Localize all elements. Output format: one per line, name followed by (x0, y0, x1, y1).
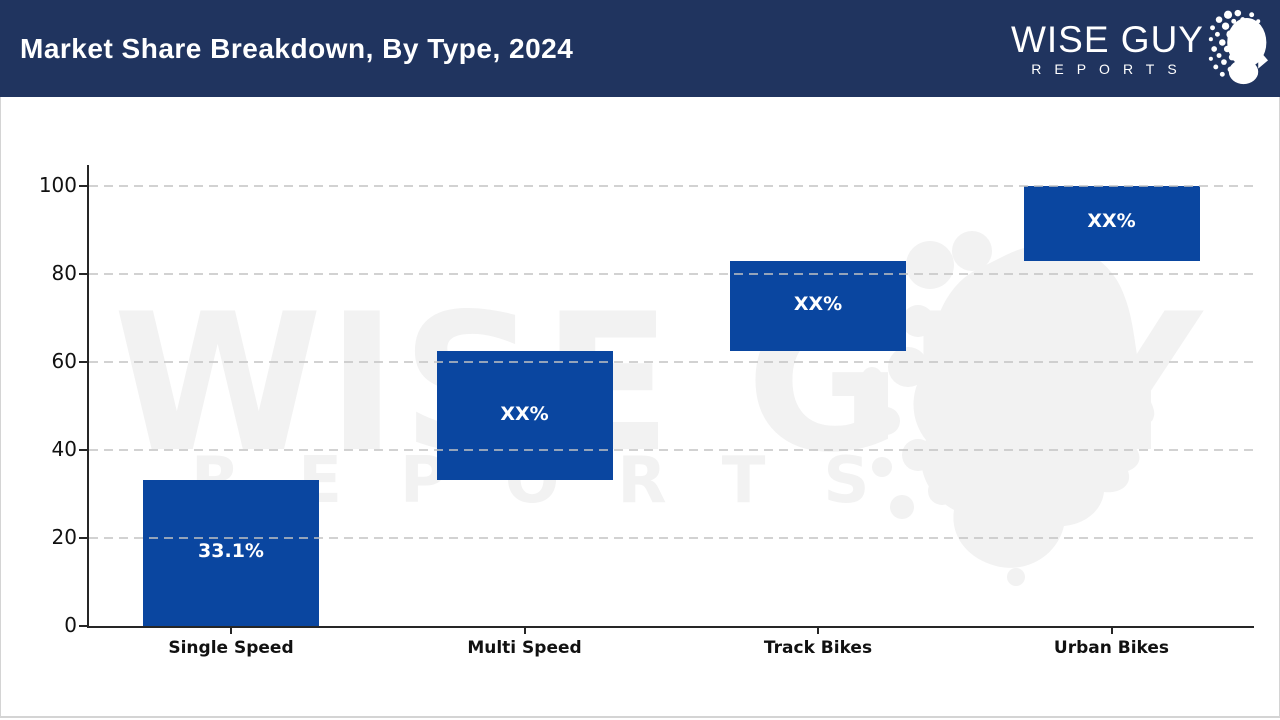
gridline (89, 361, 1254, 363)
y-tick-label: 0 (64, 613, 77, 637)
bar-value-label: XX% (793, 292, 843, 315)
page-title: Market Share Breakdown, By Type, 2024 (20, 32, 574, 64)
y-tick-label: 20 (51, 525, 77, 549)
x-category-label: Single Speed (168, 638, 294, 658)
bar-value-label: XX% (1087, 210, 1136, 233)
x-category-label: Multi Speed (467, 638, 582, 658)
gridline (89, 273, 1254, 275)
waterfall-chart: 0 20 40 60 80 100 33.1% Single Speed XX% Multi Sp… (1, 97, 1279, 716)
y-axis-line (87, 165, 89, 628)
x-axis-tick (1110, 628, 1113, 634)
bar-segment (730, 260, 906, 351)
y-axis-tick (79, 361, 87, 363)
bar-value-label: XX% (500, 402, 549, 425)
bar-segment (1023, 186, 1200, 261)
logo-tagline: REPORTS (1031, 61, 1190, 78)
y-axis-tick (79, 625, 87, 627)
x-category-label: Urban Bikes (1053, 638, 1170, 658)
x-category-label: Track Bikes (763, 638, 873, 658)
gridline (89, 449, 1254, 451)
bar-value-label: 33.1% (198, 540, 264, 563)
y-tick-label: 100 (38, 173, 77, 197)
y-axis-tick (79, 449, 87, 451)
y-tick-label: 40 (51, 437, 77, 461)
chart-area: WISE GUY REPORTS 0 20 40 60 80 100 33.1% Single… (0, 97, 1280, 718)
logo-name: WISE GUY (1010, 19, 1204, 61)
y-tick-label: 60 (51, 349, 77, 373)
wise-guy-reports-logo: WISE GUY REPORTS (1011, 4, 1268, 94)
logo-wordmark: WISE GUY REPORTS (1011, 20, 1204, 77)
y-axis-tick (79, 273, 87, 275)
header-bar: Market Share Breakdown, By Type, 2024 WI… (0, 0, 1280, 97)
y-axis-tick (79, 185, 87, 187)
x-axis-tick (817, 628, 819, 634)
gridline (89, 185, 1254, 187)
x-axis-line (87, 626, 1254, 628)
logo-head-icon (1208, 9, 1268, 85)
x-axis-tick (523, 628, 526, 634)
x-axis-tick (230, 628, 232, 634)
bar-segment (143, 480, 319, 626)
gridline (89, 537, 1254, 539)
y-tick-label: 80 (51, 261, 77, 285)
y-axis-tick (79, 537, 87, 539)
bar-segment (436, 351, 613, 481)
